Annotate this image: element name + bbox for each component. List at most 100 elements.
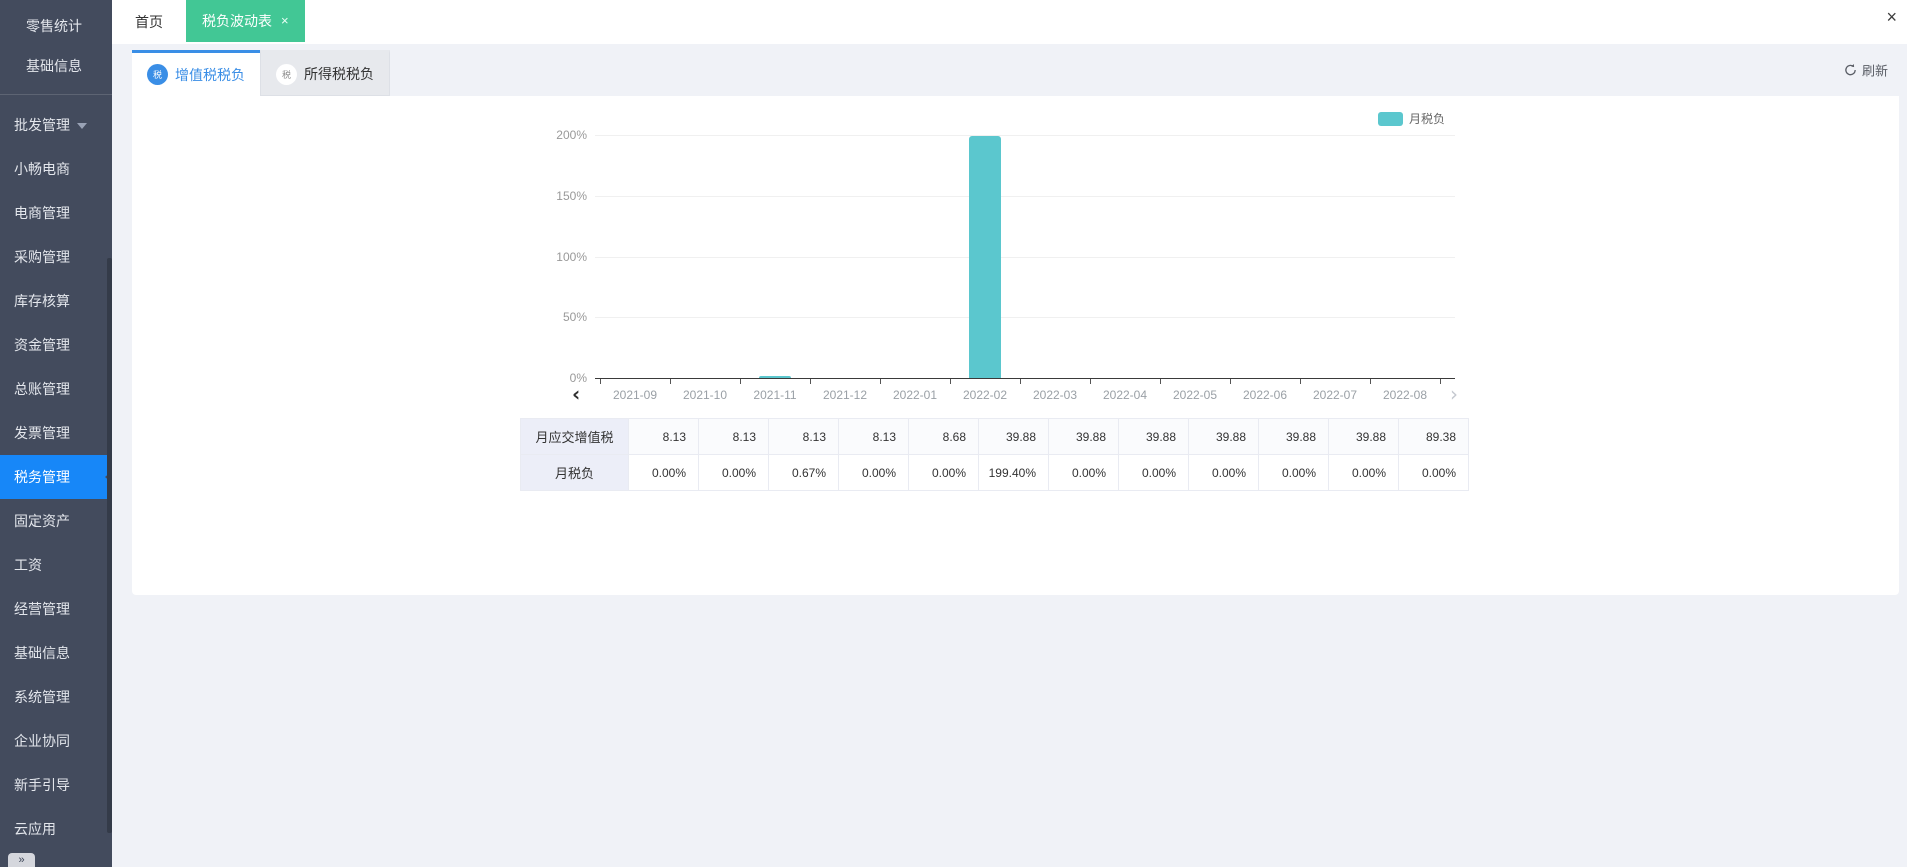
sidebar: 零售统计 基础信息 批发管理 小畅电商 电商管理 采购管理 库存核算 资金管理 总账管理 发票管理… [0,0,112,867]
x-axis-tick [1160,379,1161,384]
cell-2022-07-月应交增值税: 39.88 [1328,418,1399,455]
x-axis-tick [670,379,671,384]
cell-2021-12-月应交增值税: 8.13 [838,418,909,455]
cell-2022-03-月应交增值税: 39.88 [1048,418,1119,455]
cell-2021-10-月税负: 0.00% [698,454,769,491]
table-row-月应交增值税: 月应交增值税 8.13 8.13 8.13 8.13 8.68 39.88 39.88 39.8… [520,418,1469,455]
sidebar-item-零售统计[interactable]: 零售统计 [26,18,82,34]
sidebar-item-云应用[interactable]: 云应用 [14,821,56,837]
main-area: 首页 税负波动表 × × 税 增值税税负 税 所得税税负 [112,0,1907,867]
sidebar-item-税务管理[interactable]: 税务管理 [0,455,112,499]
chart-prev-arrow[interactable]: ‹ [572,382,581,406]
refresh-icon [1845,64,1856,76]
y-tick-label: 50% [562,310,587,325]
subtab-income-tax-burden[interactable]: 税 所得税税负 [260,50,390,96]
sidebar-item-采购管理[interactable]: 采购管理 [14,249,70,265]
caret-down-icon [77,123,87,130]
refresh-button[interactable]: 刷新 [1844,61,1888,80]
income-tax-badge-icon: 税 [276,63,297,85]
y-tick-label: 100% [556,249,587,264]
x-axis-tick [1370,379,1371,384]
legend-item-monthly-tax-burden[interactable]: 月税负 [1378,110,1445,127]
sidebar-divider [0,94,112,95]
sidebar-scrollbar-thumb[interactable] [107,258,112,833]
cell-2021-10-月应交增值税: 8.13 [698,418,769,455]
gridline-150% [595,195,1455,197]
cell-2022-01-月应交增值税: 8.68 [908,418,979,455]
x-axis-label-2022-08: 2022-08 [1382,388,1428,402]
x-axis-tick [740,379,741,384]
x-axis-line [595,378,1455,379]
gridline-100% [595,256,1455,258]
x-axis-tick [880,379,881,384]
x-axis-tick [1020,379,1021,384]
subtabs: 税 增值税税负 税 所得税税负 [132,50,390,96]
cell-2021-11-月税负: 0.67% [768,454,839,491]
x-axis-label-2022-07: 2022-07 [1312,388,1358,402]
x-axis-tick [1300,379,1301,384]
x-axis-tick [1090,379,1091,384]
x-axis-label-2022-06: 2022-06 [1242,388,1288,402]
row-label: 月应交增值税 [520,418,629,455]
sidebar-collapse-button[interactable]: » [8,853,35,867]
row-label: 月税负 [520,454,629,491]
sidebar-menu: 零售统计 基础信息 批发管理 小畅电商 电商管理 采购管理 库存核算 资金管理 总账管理 发票管理… [0,6,112,851]
vat-badge-icon: 税 [147,64,168,85]
y-tick-label: 200% [556,128,587,142]
sidebar-item-基础信息[interactable]: 基础信息 [14,645,70,661]
legend-swatch [1378,111,1403,126]
tab-close-icon[interactable]: × [281,13,289,28]
cell-2022-01-月税负: 0.00% [908,454,979,491]
tab-tax-fluctuation[interactable]: 税负波动表 × [186,0,305,42]
sidebar-item-电商管理[interactable]: 电商管理 [14,205,70,221]
cell-2022-07-月税负: 0.00% [1328,454,1399,491]
x-axis-label-2022-03: 2022-03 [1032,388,1078,402]
chart-next-arrow[interactable]: › [1450,382,1458,406]
x-axis-tick [1230,379,1231,384]
sidebar-item-发票管理[interactable]: 发票管理 [14,425,70,441]
tax-data-table: 月应交增值税 8.13 8.13 8.13 8.13 8.68 39.88 39.88 39.8… [520,418,1469,491]
subtab-strip: 税 增值税税负 税 所得税税负 刷新 [112,44,1907,96]
sidebar-item-经营管理[interactable]: 经营管理 [14,601,70,617]
cell-2022-05-月应交增值税: 39.88 [1188,418,1259,455]
cell-2022-08-月税负: 0.00% [1398,454,1469,491]
y-tick-label: 150% [556,188,587,203]
content-card: 月税负 0% 50% 100% 150% 200% 2021-09 2021-10 2021-… [132,96,1899,595]
cell-2021-11-月应交增值税: 8.13 [768,418,839,455]
sidebar-item-库存核算[interactable]: 库存核算 [14,293,70,309]
cell-2022-06-月税负: 0.00% [1258,454,1329,491]
sidebar-item-企业协同[interactable]: 企业协同 [14,733,70,749]
sidebar-item-系统管理[interactable]: 系统管理 [14,689,70,705]
x-axis-label-2022-05: 2022-05 [1172,388,1218,402]
close-icon[interactable]: × [1886,7,1897,27]
sidebar-item-小畅电商[interactable]: 小畅电商 [14,161,70,177]
sidebar-item-批发管理[interactable]: 批发管理 [0,103,112,147]
sidebar-item-新手引导[interactable]: 新手引导 [14,777,70,793]
x-axis-label-2021-11: 2021-11 [753,388,797,402]
subtab-label: 增值税税负 [175,66,245,83]
cell-2021-09-月应交增值税: 8.13 [628,418,699,455]
sidebar-item-工资[interactable]: 工资 [14,557,42,573]
tab-home[interactable]: 首页 [135,14,163,30]
tab-label: 税负波动表 [202,13,272,29]
x-axis-tick [600,379,601,384]
bar-2022-02 [969,136,1001,378]
cell-2022-04-月应交增值税: 39.88 [1118,418,1189,455]
sidebar-item-固定资产[interactable]: 固定资产 [14,513,70,529]
subtab-vat-tax-burden[interactable]: 税 增值税税负 [132,50,260,96]
x-axis-label-2022-04: 2022-04 [1102,388,1148,402]
legend-label: 月税负 [1409,112,1446,126]
bar-2021-11 [759,376,791,378]
sidebar-item-资金管理[interactable]: 资金管理 [14,337,70,353]
cell-2022-06-月应交增值税: 39.88 [1258,418,1329,455]
refresh-label: 刷新 [1861,63,1888,79]
sidebar-item-总账管理[interactable]: 总账管理 [14,381,70,397]
cell-2021-09-月税负: 0.00% [628,454,699,491]
cell-2022-05-月税负: 0.00% [1188,454,1259,491]
x-axis-label-2021-10: 2021-10 [682,388,728,402]
sidebar-item-基础信息[interactable]: 基础信息 [26,58,82,74]
collapse-icon: » [18,854,25,866]
x-axis-tick [1440,379,1441,384]
x-axis-label-2022-01: 2022-01 [892,388,938,402]
